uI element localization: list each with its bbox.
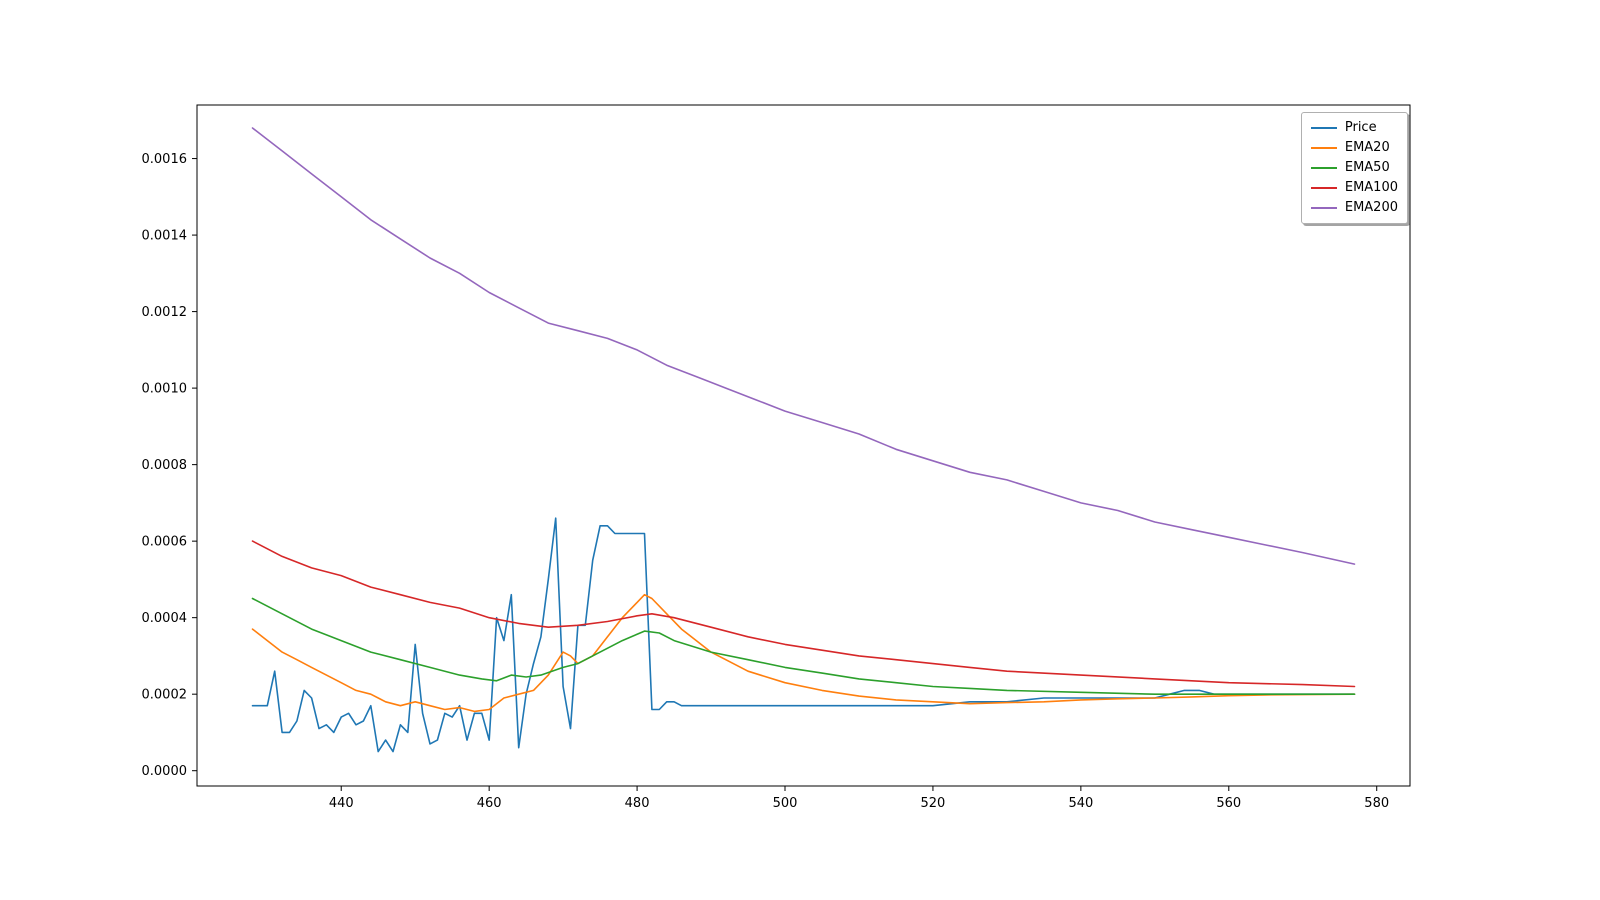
legend-item-ema20: EMA20 — [1310, 138, 1398, 158]
legend-item-ema200: EMA200 — [1310, 198, 1398, 218]
legend: Price EMA20 EMA50 EMA100 EMA200 — [1300, 112, 1408, 224]
y-tick-label: 0.0016 — [142, 152, 188, 167]
x-tick-label: 480 — [625, 796, 650, 811]
legend-label-ema200: EMA200 — [1344, 200, 1398, 215]
y-tick-label: 0.0010 — [142, 382, 188, 397]
legend-swatch-ema50 — [1310, 167, 1337, 169]
legend-swatch-price — [1310, 127, 1337, 129]
x-tick-label: 560 — [1216, 796, 1241, 811]
y-tick-label: 0.0006 — [142, 535, 188, 550]
series-line-ema50 — [251, 597, 1356, 696]
series-line-ema20 — [251, 593, 1356, 713]
x-tick-label: 580 — [1364, 796, 1389, 811]
y-tick-label: 0.0004 — [142, 611, 188, 626]
series-line-ema100 — [251, 540, 1356, 688]
x-tick-label: 500 — [773, 796, 798, 811]
x-tick-label: 440 — [329, 796, 354, 811]
legend-swatch-ema20 — [1310, 147, 1337, 149]
legend-swatch-ema200 — [1310, 207, 1337, 209]
x-tick-label: 520 — [921, 796, 946, 811]
y-tick-label: 0.0002 — [142, 688, 188, 703]
series-line-ema200 — [251, 127, 1356, 565]
legend-label-ema20: EMA20 — [1344, 140, 1390, 155]
legend-label-ema50: EMA50 — [1344, 160, 1390, 175]
legend-item-ema50: EMA50 — [1310, 158, 1398, 178]
legend-item-price: Price — [1310, 118, 1398, 138]
y-tick-label: 0.0014 — [142, 229, 188, 244]
legend-label-price: Price — [1344, 120, 1377, 135]
legend-label-ema100: EMA100 — [1344, 180, 1398, 195]
y-tick-label: 0.0008 — [142, 458, 188, 473]
y-tick-label: 0.0012 — [142, 305, 188, 320]
x-tick-label: 460 — [477, 796, 502, 811]
legend-swatch-ema100 — [1310, 187, 1337, 189]
x-tick-label: 540 — [1068, 796, 1093, 811]
plot-frame — [196, 104, 1411, 787]
legend-item-ema100: EMA100 — [1310, 178, 1398, 198]
y-tick-label: 0.0000 — [142, 764, 188, 779]
